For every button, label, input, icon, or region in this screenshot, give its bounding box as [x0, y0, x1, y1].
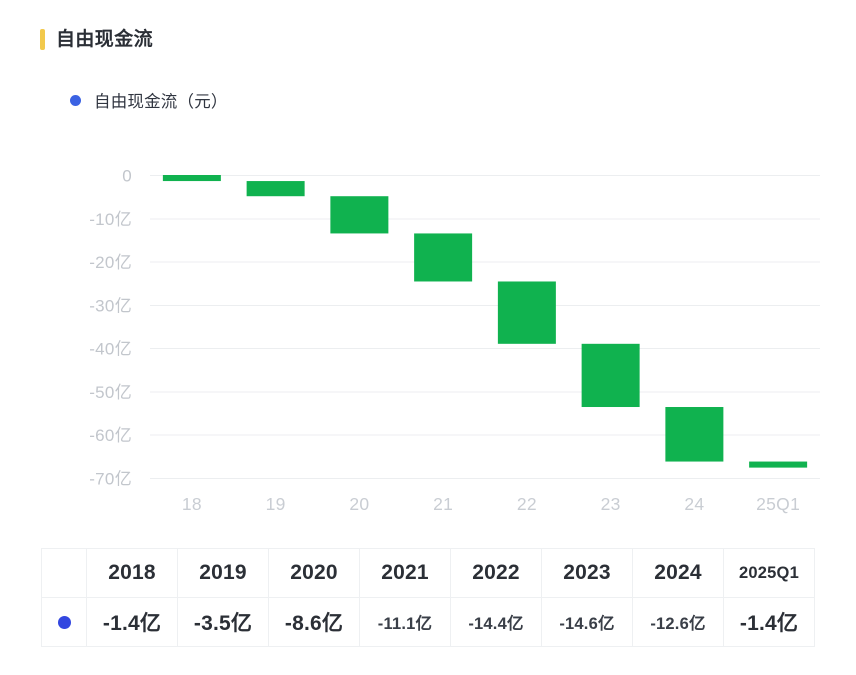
table-value-cell: -12.6亿 — [632, 597, 724, 647]
title-accent-bar — [40, 28, 45, 50]
data-table: 2018 2019 2020 2021 2022 2023 2024 2025Q1 -1.4亿… — [41, 548, 815, 647]
waterfall-bar[interactable] — [749, 461, 808, 468]
y-axis-tick-label: -30亿 — [89, 296, 132, 315]
waterfall-bar[interactable] — [665, 407, 724, 462]
header-marker-cell — [41, 548, 87, 598]
y-axis-tick-label: -20亿 — [89, 253, 132, 272]
waterfall-bar[interactable] — [162, 175, 221, 182]
x-axis-tick-label: 19 — [266, 494, 286, 514]
waterfall-bar[interactable] — [246, 181, 305, 197]
table-header-row: 2018 2019 2020 2021 2022 2023 2024 2025Q1 — [41, 548, 815, 598]
table-header-cell: 2020 — [268, 548, 360, 598]
y-axis-tick-label: -60亿 — [89, 426, 132, 445]
table-header-cell: 2024 — [632, 548, 724, 598]
x-axis-tick-label: 22 — [517, 494, 537, 514]
series-dot-icon — [57, 615, 71, 629]
y-axis-tick-label: 0 — [122, 167, 132, 186]
table-row: -1.4亿 -3.5亿 -8.6亿 -11.1亿 -14.4亿 -14.6亿 -12.6亿 -… — [41, 597, 815, 647]
table-value-cell: -14.4亿 — [450, 597, 542, 647]
table-value-cell: -1.4亿 — [86, 597, 178, 647]
legend-item-label: 自由现金流（元） — [94, 93, 228, 111]
x-axis-tick-label: 23 — [601, 494, 621, 514]
legend-dot-icon — [70, 94, 81, 106]
chart-area[interactable]: 0 -10亿 -20亿 -30亿 -40亿 -50亿 -60亿 -70亿 18 19 20 21 22 2… — [0, 140, 856, 540]
y-axis-tick-label: -40亿 — [89, 340, 132, 359]
series-marker-cell — [41, 597, 87, 647]
x-axis-tick-label: 21 — [433, 494, 453, 514]
x-axis-tick-label: 25Q1 — [756, 494, 800, 514]
y-axis-tick-label: -50亿 — [89, 383, 132, 402]
table-header-cell: 2018 — [86, 548, 178, 598]
waterfall-bar[interactable] — [581, 343, 640, 408]
table-value-cell: -3.5亿 — [177, 597, 269, 647]
x-axis-tick-label: 24 — [684, 494, 704, 514]
card-header: 自由现金流 — [40, 26, 153, 52]
table-header-cell: 2021 — [359, 548, 451, 598]
table-value-cell: -11.1亿 — [359, 597, 451, 647]
table-value-cell: -8.6亿 — [268, 597, 360, 647]
table-value-cell: -1.4亿 — [723, 597, 815, 647]
waterfall-bar[interactable] — [414, 233, 473, 282]
table-header-cell: 2025Q1 — [723, 548, 815, 598]
waterfall-bar[interactable] — [330, 196, 389, 234]
waterfall-chart[interactable]: 0 -10亿 -20亿 -30亿 -40亿 -50亿 -60亿 -70亿 18 19 20 21 22 2… — [0, 140, 856, 540]
table-header-cell: 2022 — [450, 548, 542, 598]
waterfall-bar[interactable] — [497, 281, 556, 344]
x-axis-tick-label: 20 — [349, 494, 369, 514]
y-axis-tick-label: -70亿 — [89, 470, 132, 489]
table-value-cell: -14.6亿 — [541, 597, 633, 647]
table-header-cell: 2019 — [177, 548, 269, 598]
chart-legend[interactable]: 自由现金流（元） — [70, 88, 228, 112]
table-header-cell: 2023 — [541, 548, 633, 598]
x-axis-tick-label: 18 — [182, 494, 202, 514]
page-title: 自由现金流 — [56, 28, 154, 50]
y-axis-tick-label: -10亿 — [89, 210, 132, 229]
